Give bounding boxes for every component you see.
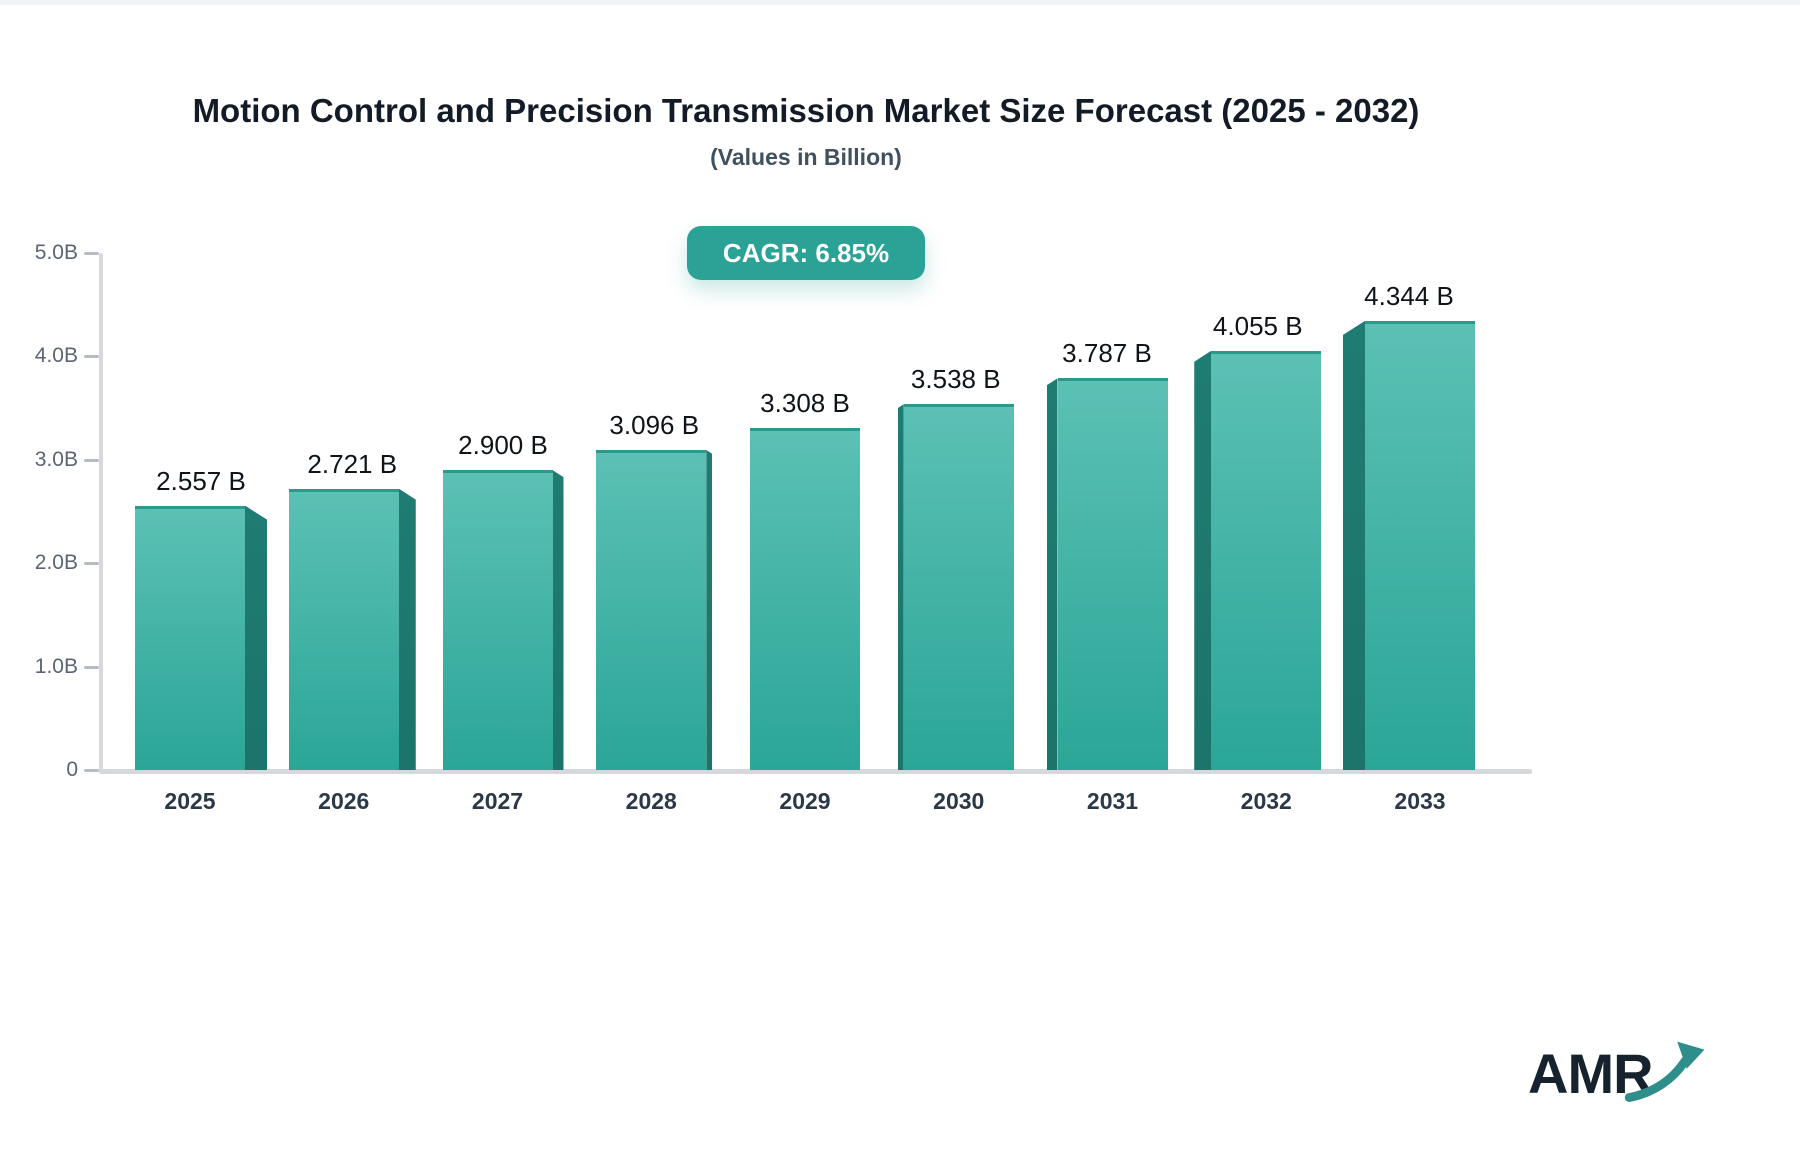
x-axis-label-2025: 2025 <box>164 788 216 814</box>
y-axis-tick-label: 4.0B <box>34 344 78 368</box>
x-axis-label-2031: 2031 <box>1086 788 1139 814</box>
bar-value-label: 3.787 B <box>1062 338 1152 369</box>
bar-2029 <box>750 427 860 770</box>
y-axis-line <box>99 253 103 773</box>
bar-side-2033 <box>1343 320 1365 770</box>
bar-value-label: 3.308 B <box>760 387 850 418</box>
bar-2028 <box>596 449 707 770</box>
growth-arrow-icon <box>1624 1041 1705 1102</box>
cagr-badge: CAGR: 6.85% <box>687 226 925 280</box>
x-axis-label-2027: 2027 <box>471 788 524 814</box>
bar-side-2028 <box>706 449 713 770</box>
cagr-badge-label: CAGR: 6.85% <box>722 237 890 268</box>
y-axis-tick-mark <box>84 355 99 359</box>
amr-logo-text: AMR <box>1528 1042 1654 1105</box>
bar-2032 <box>1211 350 1322 770</box>
bar-2031 <box>1057 378 1168 770</box>
chart-header: Motion Control and Precision Transmissio… <box>0 92 1612 171</box>
y-axis-tick-mark <box>84 769 99 772</box>
bar-side-2027 <box>552 470 564 770</box>
bar-side-2030 <box>897 404 904 770</box>
y-axis-tick-label: 0 <box>66 758 78 781</box>
y-axis-tick-mark <box>84 458 99 462</box>
bar-2027 <box>442 470 553 770</box>
x-axis-label-2032: 2032 <box>1240 788 1292 814</box>
x-axis-label-2026: 2026 <box>318 788 370 814</box>
amr-logo: AMR <box>1528 1041 1738 1118</box>
y-axis-tick-label: 5.0B <box>34 241 78 264</box>
y-axis-tick-label: 1.0B <box>34 654 78 678</box>
x-axis-label-2030: 2030 <box>933 788 985 814</box>
y-axis-tick-mark <box>84 562 99 566</box>
x-axis-baseline <box>99 769 1532 774</box>
bar-value-label: 2.721 B <box>307 448 398 479</box>
bar-2033 <box>1365 320 1475 770</box>
y-axis-tick-label: 2.0B <box>34 551 78 575</box>
x-axis-label-2033: 2033 <box>1394 788 1446 814</box>
bar-2025 <box>135 505 245 770</box>
bar-value-label: 2.557 B <box>156 465 246 496</box>
bar-side-2026 <box>398 488 416 770</box>
page-title: Motion Control and Precision Transmissio… <box>192 92 1420 129</box>
bar-2026 <box>288 488 399 770</box>
y-axis-tick-label: 3.0B <box>34 447 78 471</box>
page-subtitle: (Values in Billion) <box>710 144 902 170</box>
bar-value-label: 4.055 B <box>1212 310 1303 341</box>
x-axis-label-2028: 2028 <box>625 788 677 814</box>
bar-value-label: 3.538 B <box>910 364 1001 395</box>
window-top-edge <box>0 0 1800 5</box>
bar-value-label: 4.344 B <box>1364 280 1454 311</box>
bar-value-label: 3.096 B <box>609 409 700 440</box>
y-axis-tick-mark <box>84 665 99 669</box>
x-axis-label-2029: 2029 <box>779 788 831 814</box>
bar-side-2025 <box>245 505 267 770</box>
bar-side-2031 <box>1046 378 1058 770</box>
bar-side-2032 <box>1194 350 1212 770</box>
bar-2030 <box>903 404 1014 770</box>
y-axis-tick-mark <box>84 252 99 255</box>
bar-value-label: 2.900 B <box>458 430 548 461</box>
